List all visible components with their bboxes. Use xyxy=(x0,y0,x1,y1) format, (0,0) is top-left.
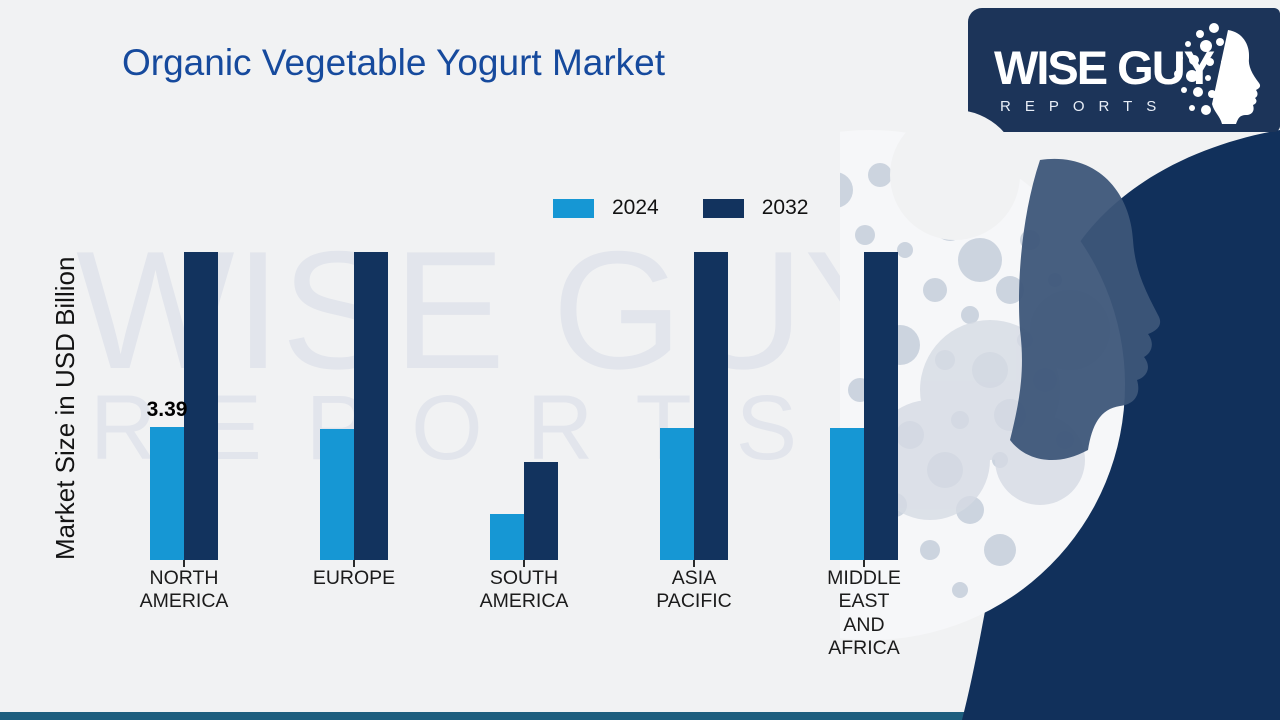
legend-item-2024: 2024 xyxy=(553,196,659,220)
wiseguy-logo: WISE GUY REPORTS xyxy=(890,8,1280,240)
legend-label-2024: 2024 xyxy=(612,196,659,219)
x-axis-tick xyxy=(863,560,865,567)
data-label-2024-north-america: 3.39 xyxy=(146,398,188,421)
category-label-asia-pacific: ASIA PACIFIC xyxy=(656,567,732,613)
logo-reports-text: REPORTS xyxy=(1000,98,1171,115)
bottom-accent-strip xyxy=(0,712,1280,720)
logo-wiseguy-text: WISE GUY xyxy=(994,41,1215,94)
x-axis-tick xyxy=(353,560,355,567)
x-axis-tick xyxy=(693,560,695,567)
category-label-north-america: NORTH AMERICA xyxy=(139,567,229,613)
legend-item-2032: 2032 xyxy=(702,196,809,220)
bar-2032-middle-east-and-africa xyxy=(864,252,898,560)
page-title: Organic Vegetable Yogurt Market xyxy=(122,42,666,83)
category-label-middle-east-and-africa: MIDDLE EAST AND AFRICA xyxy=(827,567,901,660)
legend-swatch-2032 xyxy=(702,198,744,218)
bar-2024-north-america xyxy=(150,427,184,560)
bar-2032-europe xyxy=(354,252,388,560)
logo-head-icon xyxy=(1174,23,1261,124)
bar-2032-asia-pacific xyxy=(694,252,728,560)
legend-label-2032: 2032 xyxy=(761,196,809,219)
bar-2024-asia-pacific xyxy=(660,428,694,560)
x-axis-tick xyxy=(183,560,185,567)
x-axis-tick xyxy=(523,560,525,567)
bar-2032-south-america xyxy=(524,462,558,560)
chart-legend: 2024 2032 xyxy=(553,196,808,220)
bar-2032-north-america xyxy=(184,252,218,560)
bar-2024-middle-east-and-africa xyxy=(830,428,864,560)
category-label-south-america: SOUTH AMERICA xyxy=(479,567,569,613)
logo-swoosh-cut xyxy=(890,110,1020,240)
legend-swatch-2024 xyxy=(553,198,594,218)
bar-2024-south-america xyxy=(490,514,524,560)
category-label-europe: EUROPE xyxy=(312,567,396,589)
bar-2024-europe xyxy=(320,429,354,560)
face-profile-shape xyxy=(1010,158,1161,461)
